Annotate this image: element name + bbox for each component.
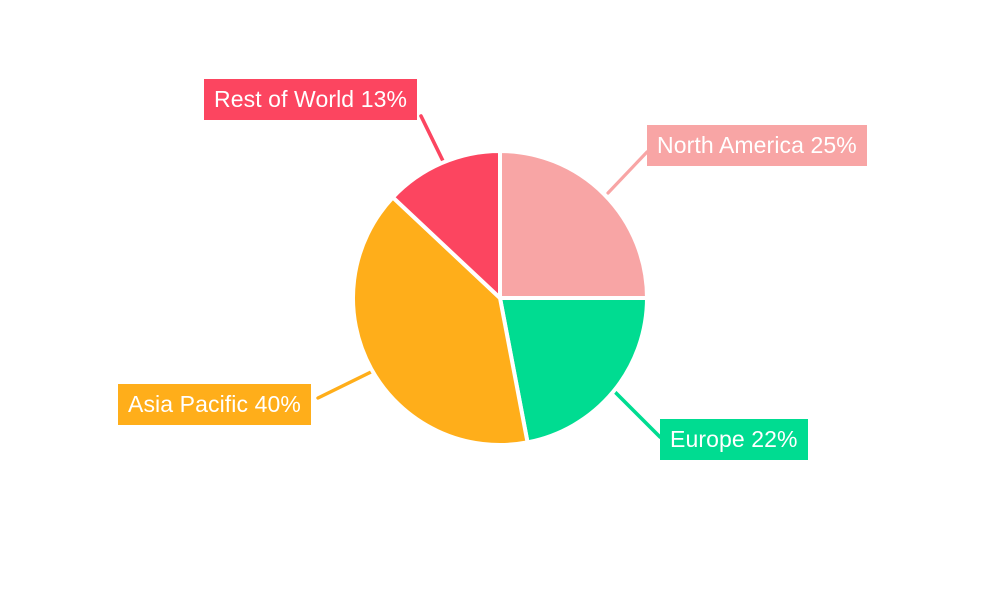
leader-line-europe — [612, 389, 662, 439]
pie-label-north-america[interactable]: North America 25% — [647, 125, 867, 166]
pie-slice-europe[interactable] — [498, 296, 649, 445]
pie-slice-rest-of-world[interactable] — [390, 149, 502, 300]
pie-slice-north-america[interactable] — [498, 149, 649, 300]
pie-slice-asia-pacific[interactable] — [350, 195, 530, 447]
leader-line-rest-of-world — [419, 114, 445, 163]
leader-line-group — [316, 114, 662, 439]
pie-label-rest-of-world[interactable]: Rest of World 13% — [204, 79, 418, 120]
pie-label-europe[interactable]: Europe 22% — [660, 419, 808, 460]
pie-label-asia-pacific[interactable]: Asia Pacific 40% — [118, 384, 311, 425]
pie-slice-group — [350, 149, 649, 447]
leader-line-asia-pacific — [316, 370, 373, 400]
leader-line-north-america — [606, 150, 649, 195]
